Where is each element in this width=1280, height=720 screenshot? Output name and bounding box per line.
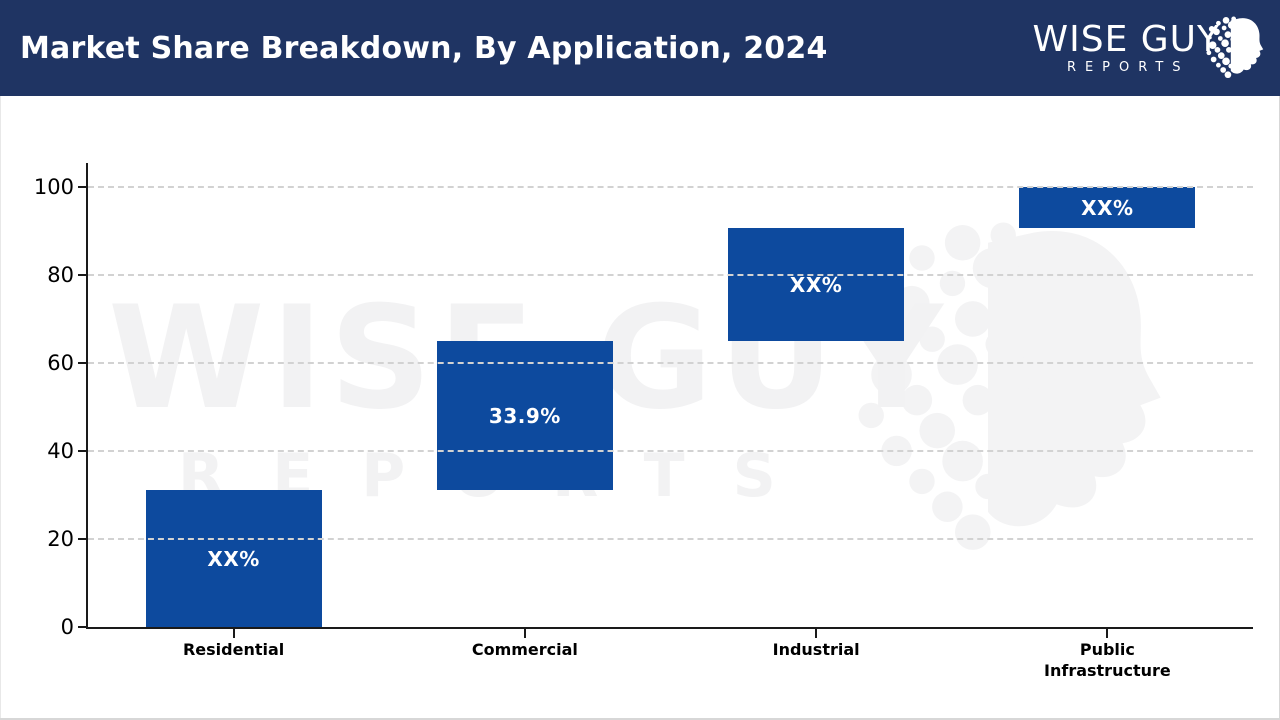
y-axis-tick-label: 20 — [47, 527, 74, 551]
gridline-100 — [88, 186, 1253, 188]
y-axis-tick-label: 80 — [47, 263, 74, 287]
y-axis-tick — [78, 626, 87, 628]
x-axis-tick — [523, 629, 526, 638]
chart-title: Market Share Breakdown, By Application, … — [20, 30, 828, 66]
y-axis-tick — [78, 362, 87, 364]
header-bar: Market Share Breakdown, By Application, … — [0, 0, 1280, 96]
y-axis-tick-label: 40 — [47, 439, 74, 463]
bar-residential: XX% — [145, 490, 322, 627]
bar-public-infrastructure: XX% — [1019, 187, 1196, 229]
wise-guy-logo: WISE GUY REPORTS — [1033, 6, 1269, 90]
y-axis-tick — [78, 538, 87, 540]
x-axis-tick — [815, 629, 818, 638]
gridline-60 — [88, 362, 1253, 364]
bar-industrial: XX% — [728, 228, 905, 341]
bar-commercial: 33.9% — [436, 341, 613, 491]
x-axis-category-label: Public Infrastructure — [1044, 640, 1171, 680]
x-axis-tick — [232, 629, 235, 638]
x-axis-tick — [1106, 629, 1109, 638]
x-axis-category-label: Residential — [182, 640, 285, 659]
x-axis-line — [86, 627, 1253, 629]
gridline-20 — [88, 538, 1253, 540]
y-axis-tick-label: 60 — [47, 351, 74, 375]
gridline-40 — [88, 450, 1253, 452]
logo-text: WISE GUY REPORTS — [1033, 21, 1221, 75]
gridline-80 — [88, 274, 1253, 276]
y-axis-tick — [78, 274, 87, 276]
logo-brand-name: WISE GUY — [1032, 19, 1220, 61]
y-axis-tick-label: 0 — [60, 615, 74, 639]
logo-head-icon — [1206, 16, 1264, 79]
bar-value-label: 33.9% — [488, 403, 561, 428]
bar-value-label: XX% — [207, 546, 260, 571]
x-axis-category-label: Industrial — [772, 640, 860, 659]
x-axis-category-label: Commercial — [471, 640, 578, 659]
y-axis-tick — [78, 450, 87, 452]
bar-value-label: XX% — [1081, 195, 1134, 220]
y-axis-tick-label: 100 — [33, 175, 74, 199]
y-axis-line — [86, 163, 88, 629]
logo-reports-label: REPORTS — [1066, 59, 1190, 75]
bar-value-label: XX% — [789, 272, 843, 297]
y-axis-tick — [78, 186, 87, 188]
